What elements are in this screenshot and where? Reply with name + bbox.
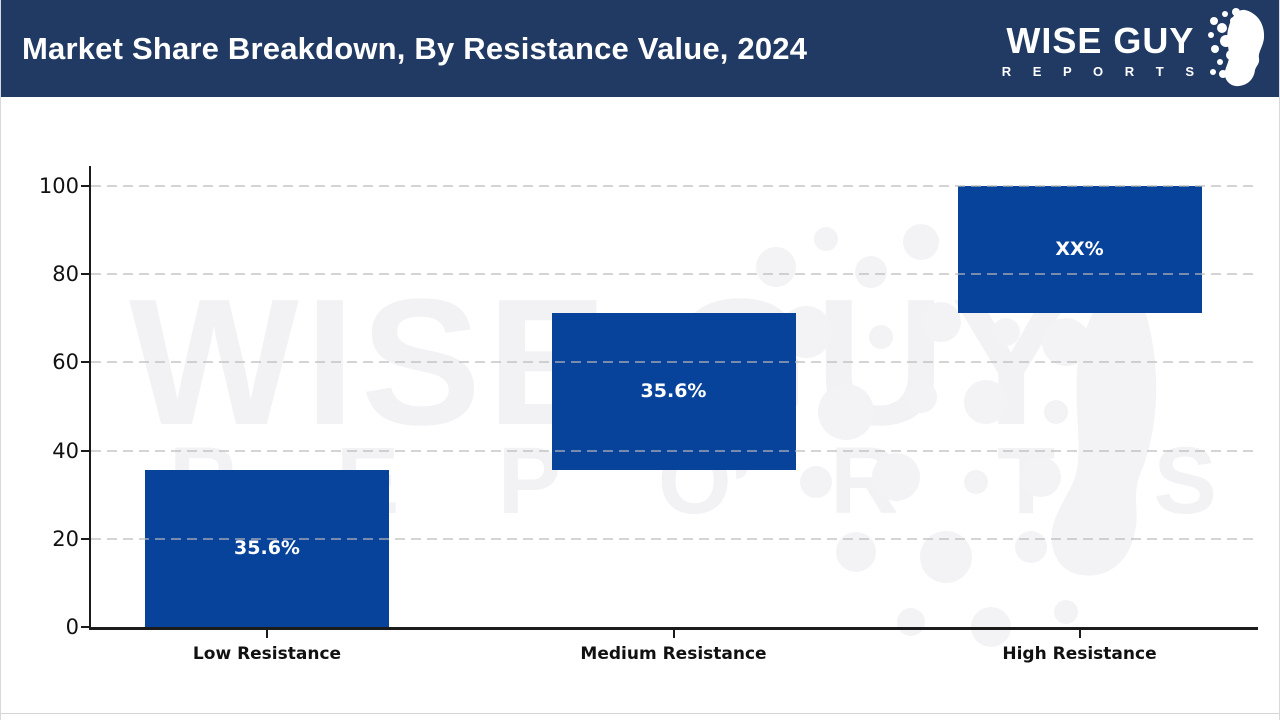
y-axis-tick-mark [81, 449, 89, 452]
plot-region: 0 20 40 60 80 100 35.6% 35.6% XX% Low Resistance M… [39, 166, 1258, 664]
bar-value-label: 35.6% [640, 380, 707, 403]
header-band: Market Share Breakdown, By Resistance Va… [1, 0, 1279, 97]
page-title: Market Share Breakdown, By Resistance Va… [22, 30, 808, 66]
watermark-face-dots [724, 217, 1166, 662]
chart-area: WISE GUY R E P O R T S 02040608010035.6%… [1, 97, 1279, 713]
bar-value-label: XX% [1055, 238, 1104, 261]
brand-logo-text: WISE GUY R E P O R T S [998, 19, 1203, 81]
bar-value-label: 35.6% [234, 537, 300, 560]
bar-high-resistance: XX% [957, 185, 1202, 313]
y-axis-tick-label: 40 [52, 438, 79, 463]
gridline-y20 [91, 537, 1258, 540]
face-profile-dots-icon [1205, 8, 1267, 93]
y-axis-tick-mark [81, 626, 89, 628]
gridline-y60 [91, 361, 1258, 364]
y-axis-tick-mark [81, 537, 89, 540]
gridline-y100 [91, 184, 1258, 187]
x-axis-tick-mark [1078, 630, 1081, 638]
gridline-y80 [91, 273, 1258, 276]
brand-logo-name: WISE GUY [1006, 19, 1195, 61]
brand-logo-subtitle: R E P O R T S [1001, 63, 1203, 79]
y-axis-tick-mark [81, 361, 89, 364]
bar-medium-resistance: 35.6% [551, 312, 796, 470]
bottom-divider [1, 713, 1279, 714]
gridline-y40 [91, 449, 1258, 452]
x-axis-category-label: High Resistance [1002, 644, 1157, 664]
y-axis-tick-label: 100 [38, 173, 79, 198]
y-axis-tick-label: 20 [52, 526, 79, 551]
y-axis-tick-mark [81, 273, 89, 276]
x-axis-category-label: Medium Resistance [580, 644, 767, 664]
y-axis-tick-mark [81, 184, 89, 187]
y-axis-tick-label: 60 [52, 350, 79, 375]
y-axis-tick-label: 80 [52, 262, 79, 287]
x-axis-tick-mark [672, 630, 675, 638]
brand-logo: WISE GUY R E P O R T S [998, 8, 1267, 93]
y-axis-tick-label: 0 [65, 615, 79, 639]
bar-low-resistance: 35.6% [145, 469, 389, 627]
x-axis-tick-mark [266, 630, 268, 638]
x-axis-category-label: Low Resistance [192, 644, 342, 664]
